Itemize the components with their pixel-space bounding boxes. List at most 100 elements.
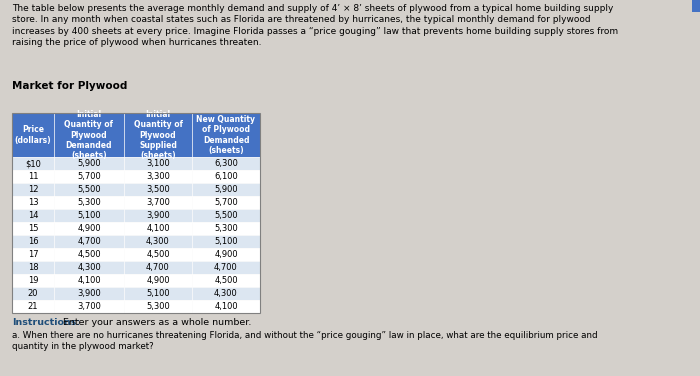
Text: 3,300: 3,300 — [146, 172, 170, 181]
Bar — [192, 274, 260, 287]
Text: 4,100: 4,100 — [214, 302, 238, 311]
Bar — [124, 157, 192, 170]
Text: 4,100: 4,100 — [146, 224, 170, 233]
Bar — [124, 170, 192, 183]
Bar — [54, 209, 124, 222]
Bar — [54, 157, 124, 170]
Text: 3,900: 3,900 — [146, 211, 170, 220]
Bar — [124, 248, 192, 261]
Bar — [192, 157, 260, 170]
Bar — [192, 183, 260, 196]
Text: 5,300: 5,300 — [214, 224, 238, 233]
Bar — [12, 157, 54, 170]
Bar — [192, 248, 260, 261]
Text: 5,300: 5,300 — [146, 302, 170, 311]
Bar — [192, 222, 260, 235]
Text: New Quantity
of Plywood
Demanded
(sheets): New Quantity of Plywood Demanded (sheets… — [197, 115, 256, 155]
Bar — [54, 300, 124, 313]
Text: 20: 20 — [28, 289, 38, 298]
Bar — [54, 235, 124, 248]
Text: 5,300: 5,300 — [77, 198, 101, 207]
Bar — [12, 300, 54, 313]
Bar — [54, 113, 124, 157]
Text: 5,100: 5,100 — [146, 289, 170, 298]
Bar — [124, 261, 192, 274]
Text: 11: 11 — [28, 172, 38, 181]
Bar — [12, 287, 54, 300]
Text: 5,700: 5,700 — [214, 198, 238, 207]
Text: 5,500: 5,500 — [214, 211, 238, 220]
Text: 4,700: 4,700 — [214, 263, 238, 272]
Text: Instructions:: Instructions: — [12, 318, 80, 327]
Text: Market for Plywood: Market for Plywood — [12, 81, 127, 91]
Text: 17: 17 — [28, 250, 38, 259]
Text: 5,900: 5,900 — [77, 159, 101, 168]
Bar — [12, 248, 54, 261]
Bar — [12, 209, 54, 222]
Text: Enter your answers as a whole number.: Enter your answers as a whole number. — [60, 318, 251, 327]
Text: 4,700: 4,700 — [77, 237, 101, 246]
Text: 18: 18 — [28, 263, 38, 272]
Bar — [12, 222, 54, 235]
Text: 3,900: 3,900 — [77, 289, 101, 298]
Bar — [54, 170, 124, 183]
Text: Price
(dollars): Price (dollars) — [15, 126, 51, 144]
Text: 16: 16 — [28, 237, 38, 246]
Bar — [124, 196, 192, 209]
Text: Initial
Quantity of
Plywood
Demanded
(sheets): Initial Quantity of Plywood Demanded (sh… — [64, 111, 113, 159]
Bar — [192, 300, 260, 313]
Text: 4,500: 4,500 — [77, 250, 101, 259]
Text: 19: 19 — [28, 276, 38, 285]
Bar — [12, 113, 260, 313]
Text: 5,700: 5,700 — [77, 172, 101, 181]
Bar — [54, 274, 124, 287]
Text: 3,700: 3,700 — [77, 302, 101, 311]
Bar — [124, 209, 192, 222]
Text: 15: 15 — [28, 224, 38, 233]
Bar — [192, 235, 260, 248]
Text: 4,900: 4,900 — [77, 224, 101, 233]
Text: 21: 21 — [28, 302, 38, 311]
Text: 4,900: 4,900 — [146, 276, 170, 285]
Bar — [124, 300, 192, 313]
Bar — [54, 248, 124, 261]
Text: $10: $10 — [25, 159, 41, 168]
Bar — [54, 183, 124, 196]
Bar — [12, 170, 54, 183]
Bar — [192, 196, 260, 209]
Bar — [124, 235, 192, 248]
Text: Initial
Quantity of
Plywood
Supplied
(sheets): Initial Quantity of Plywood Supplied (sh… — [134, 111, 183, 159]
Text: 3,700: 3,700 — [146, 198, 170, 207]
Text: 6,300: 6,300 — [214, 159, 238, 168]
Bar — [124, 113, 192, 157]
Bar — [124, 274, 192, 287]
Bar — [12, 261, 54, 274]
Text: 5,100: 5,100 — [214, 237, 238, 246]
Text: 3,500: 3,500 — [146, 185, 170, 194]
Text: 13: 13 — [28, 198, 38, 207]
Bar — [192, 287, 260, 300]
Bar — [124, 222, 192, 235]
Bar — [192, 209, 260, 222]
Text: 3,100: 3,100 — [146, 159, 170, 168]
Text: 5,500: 5,500 — [77, 185, 101, 194]
Text: 4,300: 4,300 — [146, 237, 170, 246]
Bar — [124, 183, 192, 196]
Text: 12: 12 — [28, 185, 38, 194]
Bar — [192, 261, 260, 274]
Text: 5,100: 5,100 — [77, 211, 101, 220]
Text: 4,500: 4,500 — [146, 250, 170, 259]
Text: 4,700: 4,700 — [146, 263, 170, 272]
Bar — [192, 170, 260, 183]
Text: 4,300: 4,300 — [214, 289, 238, 298]
Text: 14: 14 — [28, 211, 38, 220]
Bar — [12, 113, 54, 157]
Bar — [54, 261, 124, 274]
Text: 5,900: 5,900 — [214, 185, 238, 194]
Text: 4,300: 4,300 — [77, 263, 101, 272]
Bar — [12, 183, 54, 196]
Text: 6,100: 6,100 — [214, 172, 238, 181]
Bar — [12, 196, 54, 209]
Text: 4,100: 4,100 — [77, 276, 101, 285]
Bar — [54, 222, 124, 235]
